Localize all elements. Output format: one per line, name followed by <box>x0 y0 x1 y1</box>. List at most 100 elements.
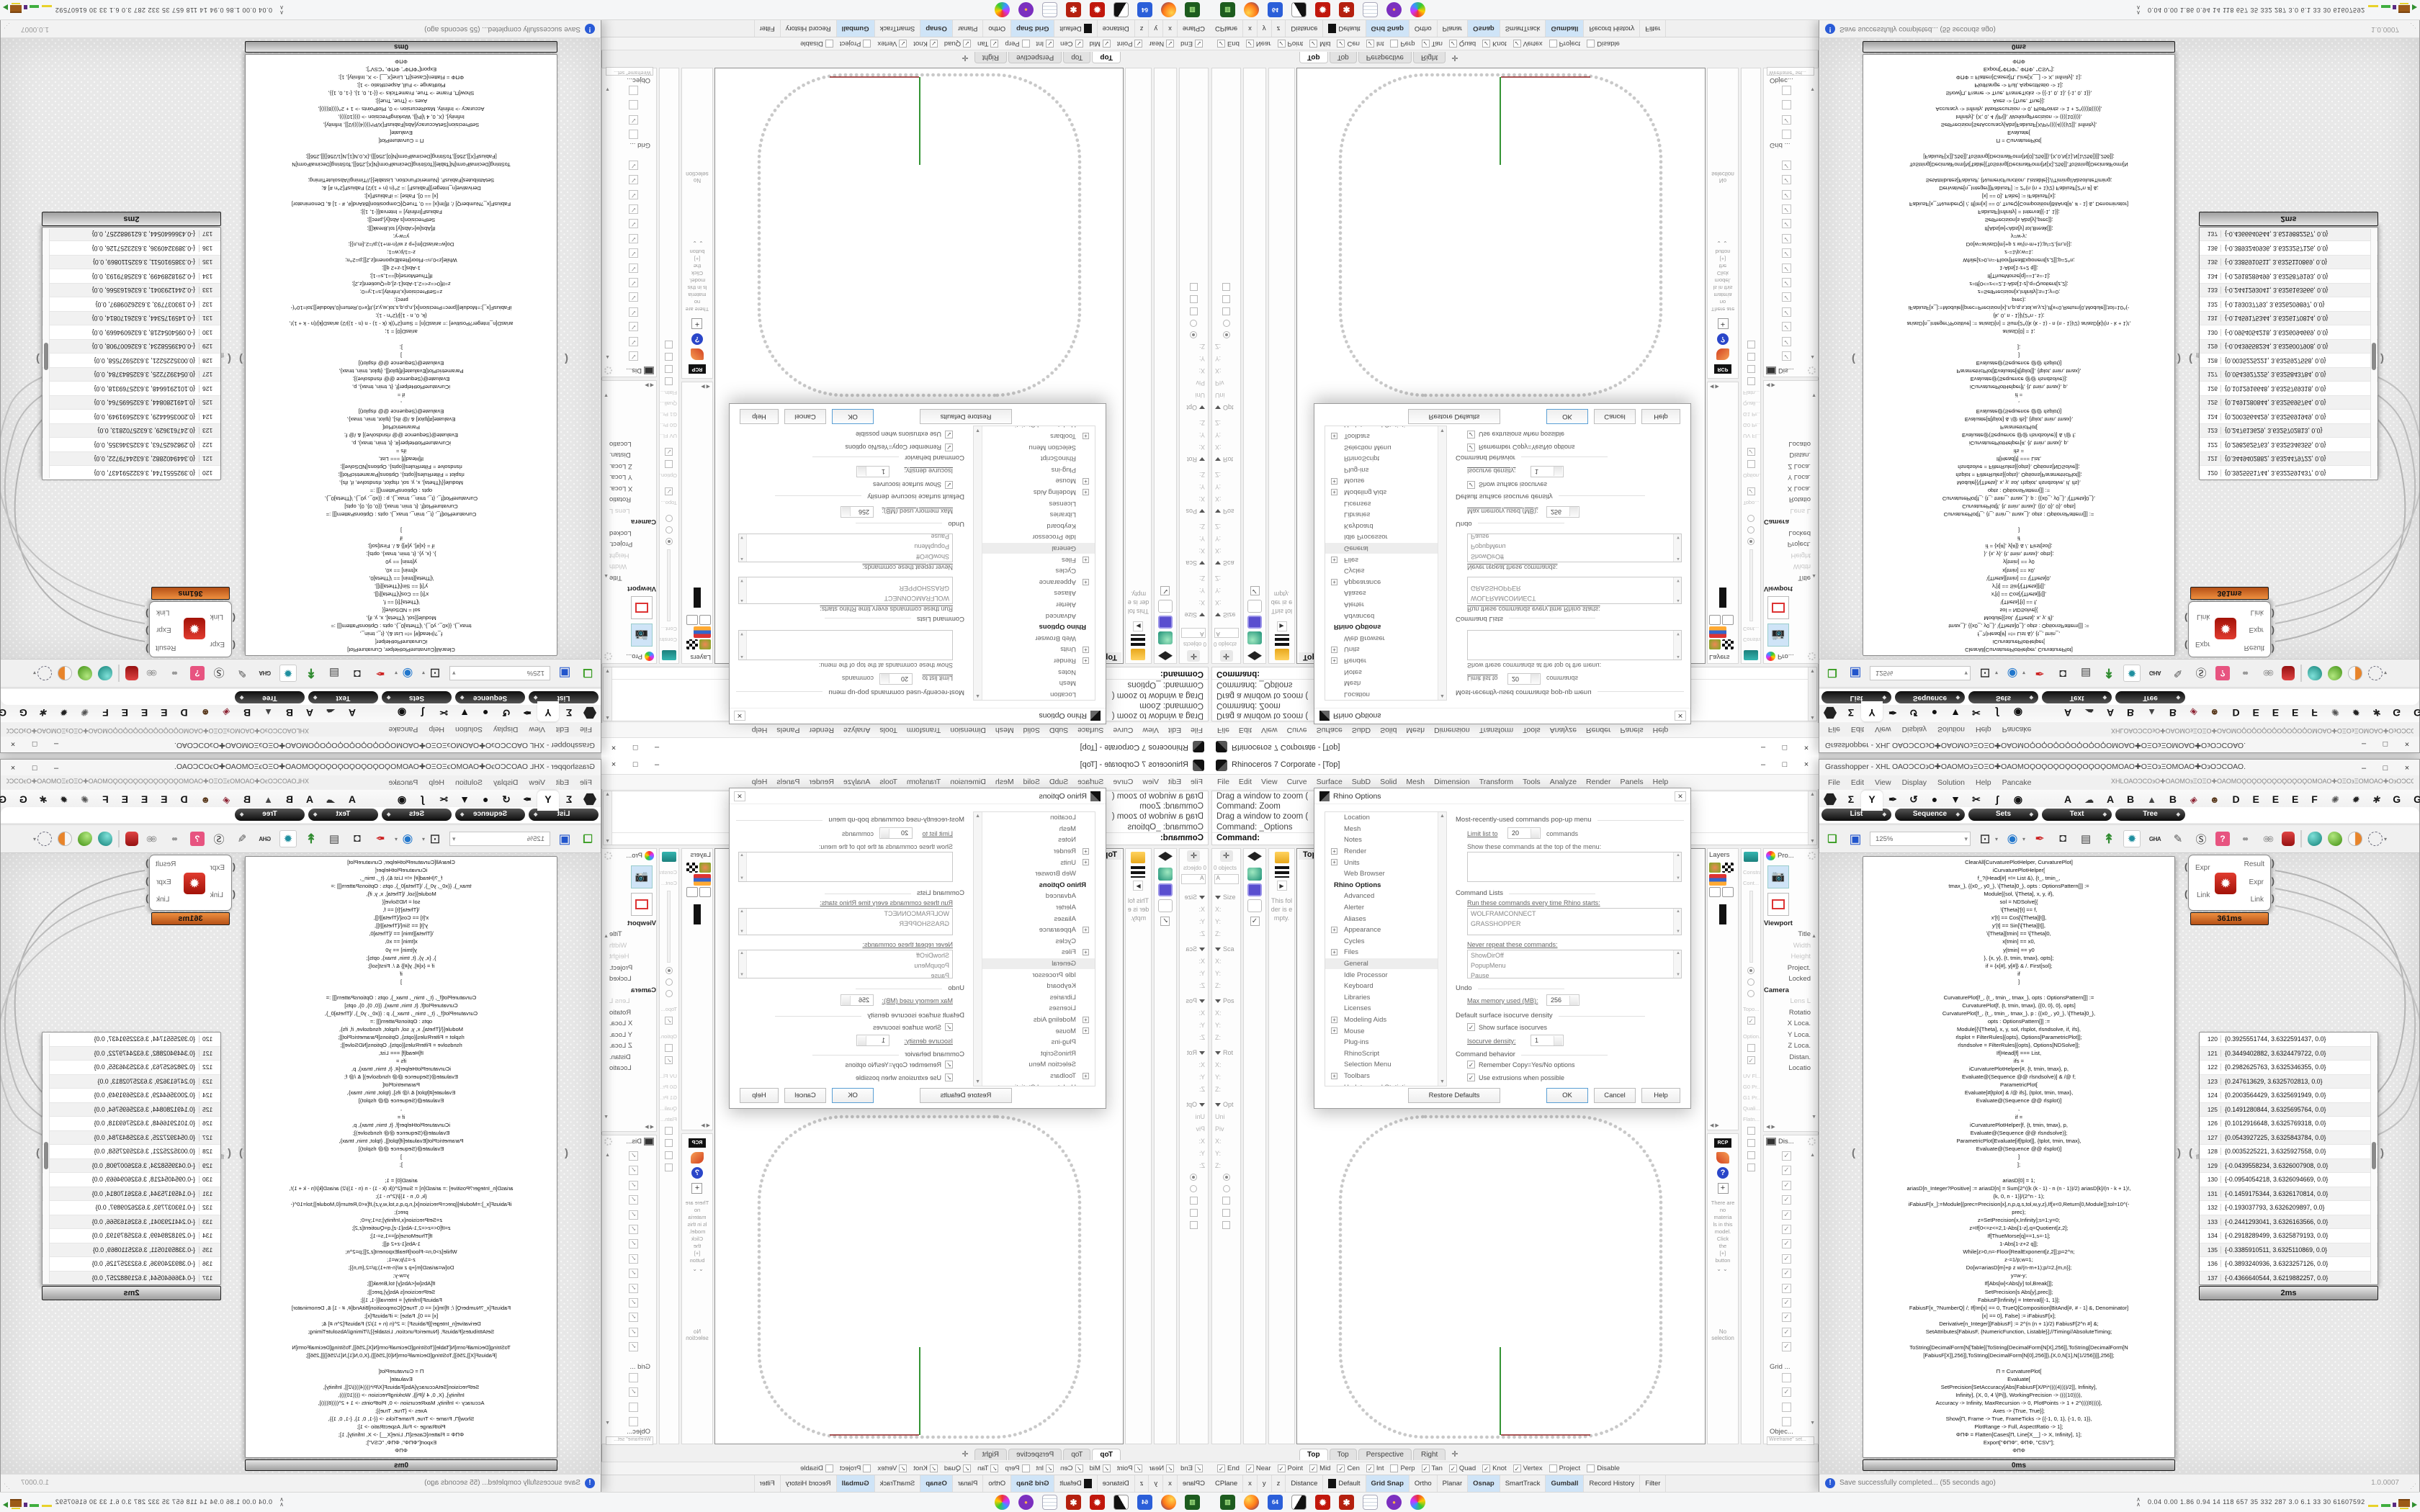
port-nub[interactable]: ) <box>145 626 149 636</box>
list-item[interactable]: 125 {0.1491280844, 3.6325695764, 0.0} <box>42 1102 220 1117</box>
options-tree-item[interactable]: +Idle Processor <box>1344 971 1388 979</box>
scroll-up-icon[interactable]: ▲ <box>605 715 610 720</box>
property-row[interactable]: Lens L <box>1790 997 1811 1005</box>
limit-spinner[interactable]: 20 <box>879 827 913 839</box>
help-button[interactable]: Help <box>1641 409 1680 424</box>
display-dark-icon[interactable] <box>2054 830 2071 847</box>
group-dropdown-button[interactable]: Tree <box>2115 809 2185 821</box>
osnap-toggle[interactable]: Mid <box>1309 1464 1330 1472</box>
gh-menu-item[interactable]: Edit <box>1850 778 1865 787</box>
panel-checkbox[interactable]: ✓ <box>1250 917 1260 926</box>
rhino-menu-item[interactable]: File <box>1191 778 1203 786</box>
property-row[interactable]: Y Loca. <box>1787 1030 1811 1039</box>
list-item[interactable]: 126 {0.1012916648, 3.6325769318, 0.0} <box>2200 381 2378 395</box>
output-port-link[interactable]: Link <box>156 896 170 904</box>
boxedit-radio-on[interactable] <box>1190 1174 1198 1181</box>
new-document-icon[interactable] <box>579 665 596 682</box>
boxedit-field[interactable]: A <box>1181 874 1206 884</box>
options-tree-item[interactable]: +RhinoScript <box>1040 1049 1076 1058</box>
osnap-toggle[interactable]: Knot <box>913 40 938 48</box>
property-row[interactable]: X Loca. <box>1787 1020 1811 1027</box>
plugin-tab[interactable] <box>2084 793 2094 806</box>
property-row[interactable]: Y Loca. <box>609 473 633 482</box>
options-tree-item[interactable]: + Modeling Aids <box>974 487 1095 498</box>
gear-icon[interactable] <box>604 852 612 860</box>
osnap-checkbox[interactable] <box>1217 1464 1225 1472</box>
scrollbar-thumb[interactable] <box>44 343 48 370</box>
gh-menu-item[interactable]: File <box>580 725 592 734</box>
paint-green-icon[interactable] <box>2328 666 2343 680</box>
plugin-tab[interactable] <box>2372 793 2380 806</box>
osnap-checkbox[interactable] <box>825 1464 833 1472</box>
properties-hscroll[interactable]: ◀ ▶ <box>1766 1125 1775 1130</box>
statusbar-cell[interactable]: z <box>1134 1475 1149 1492</box>
plugin-tab[interactable]: A <box>2064 793 2072 805</box>
list-item[interactable]: 124 {0.2003564429, 3.6325691949, 0.0} <box>42 1089 220 1103</box>
gha-icon[interactable] <box>2146 830 2164 847</box>
display-tab[interactable]: Dis... <box>626 1138 642 1146</box>
options-tree-item[interactable]: + Modeling Aids <box>1325 487 1446 498</box>
red-frame-button[interactable] <box>1767 596 1789 619</box>
panel-checkbox[interactable]: ✓ <box>665 448 673 456</box>
run-commands-listbox[interactable]: WOLFRAMCONNECT GRASSHOPPER ▲ ▼ <box>1467 908 1682 935</box>
osnap-checkbox[interactable] <box>1337 40 1345 48</box>
property-row[interactable]: Viewport <box>627 585 656 593</box>
tree-expand-icon[interactable]: + <box>1083 646 1089 653</box>
display-checkbox[interactable]: ✓ <box>1782 204 1791 215</box>
output-port-expr[interactable]: Expr <box>2249 626 2264 634</box>
list-item[interactable]: 125 {0.1491280844, 3.6325695764, 0.0} <box>42 395 220 410</box>
options-tree-item[interactable]: + Modeling Aids <box>1325 1014 1446 1026</box>
panel-checkbox[interactable] <box>665 1164 673 1171</box>
rhino-menu-item[interactable]: Surface <box>1077 726 1104 734</box>
display-checkbox[interactable]: ✓ <box>1782 1151 1791 1161</box>
intersect-icon[interactable]: ✂ <box>439 793 448 805</box>
port-nub[interactable]: ) <box>2271 626 2275 636</box>
osnap-checkbox[interactable] <box>1587 40 1595 48</box>
grid-checkbox[interactable] <box>629 1373 638 1382</box>
gear-icon[interactable] <box>604 1138 612 1146</box>
grid-checkbox[interactable] <box>629 130 638 139</box>
osnap-checkbox[interactable] <box>1549 40 1557 48</box>
window-control-button[interactable]: – <box>1760 760 1766 769</box>
property-row[interactable]: Title <box>1798 930 1811 938</box>
tree-scrollbar[interactable]: ▲ ▼ <box>974 812 982 1086</box>
behavior-checkbox[interactable] <box>1467 444 1475 451</box>
options-tree-item[interactable]: +Keyboard <box>1344 521 1373 530</box>
display-checkbox[interactable]: ✓ <box>629 278 638 288</box>
gh-menu-item[interactable]: Solution <box>1937 725 1965 734</box>
gear-icon[interactable] <box>1808 852 1816 860</box>
list-item[interactable]: 135 {-0.3385910511, 3.6325110869, 0.0} <box>2200 1243 2378 1257</box>
property-row[interactable]: Height <box>1791 953 1811 960</box>
brush-icon[interactable] <box>1716 348 1729 360</box>
viewport-tab[interactable]: Perspective <box>1008 1449 1062 1460</box>
maths-icon[interactable]: Σ <box>1847 707 1855 719</box>
rcp-icon[interactable]: RCP <box>1714 364 1731 374</box>
list-item[interactable]: 137 {-0.4366640544, 3.6219882257, 0.0} <box>2200 227 2378 241</box>
panel-checkbox[interactable] <box>1747 341 1755 348</box>
shell-icon[interactable] <box>1158 631 1173 644</box>
tree-expand-icon[interactable]: + <box>1083 657 1089 665</box>
gh-canvas[interactable]: ClearAll[CurvaturePlotHelper, CurvatureP… <box>1820 853 2419 1474</box>
plugin-tab[interactable]: A <box>348 707 356 719</box>
display-checkbox[interactable]: ✓ <box>1782 1313 1791 1323</box>
vector-icon[interactable]: ✒ <box>523 793 532 805</box>
vector-icon[interactable]: ✒ <box>1888 707 1897 719</box>
rhino-menu-item[interactable]: Tools <box>879 726 897 734</box>
save64-icon[interactable] <box>1137 1495 1152 1510</box>
options-tree-item[interactable]: +Plug-ins <box>1051 1038 1076 1047</box>
rhino-viewport-top[interactable]: Top <box>1296 68 1706 664</box>
package-icon[interactable] <box>2215 666 2231 680</box>
ok-button[interactable]: OK <box>832 1088 874 1103</box>
display-checkbox[interactable]: ✓ <box>1782 1297 1791 1308</box>
plugin-tab[interactable] <box>81 793 89 806</box>
panel-checkbox[interactable] <box>1747 377 1755 385</box>
property-row[interactable]: Lens L <box>609 997 630 1005</box>
osnap-toggle[interactable]: Vertex <box>1512 40 1543 48</box>
gh-data-list-panel[interactable]: 120 {0.3925551744, 3.6322591437, 0.0} 121{… <box>42 1032 221 1285</box>
input-port-link[interactable]: Link <box>210 891 223 899</box>
never-repeat-listbox[interactable]: ShowDirOff PopupMenu Pause ▲ ▼ <box>1467 534 1682 562</box>
osnap-toggle[interactable]: Point <box>1277 40 1303 48</box>
port-nub[interactable]: ( <box>2184 888 2188 899</box>
options-tree-item[interactable]: + Mouse <box>974 475 1095 487</box>
never-repeat-listbox[interactable]: ShowDirOff PopupMenu Pause ▲ ▼ <box>1467 950 1682 978</box>
